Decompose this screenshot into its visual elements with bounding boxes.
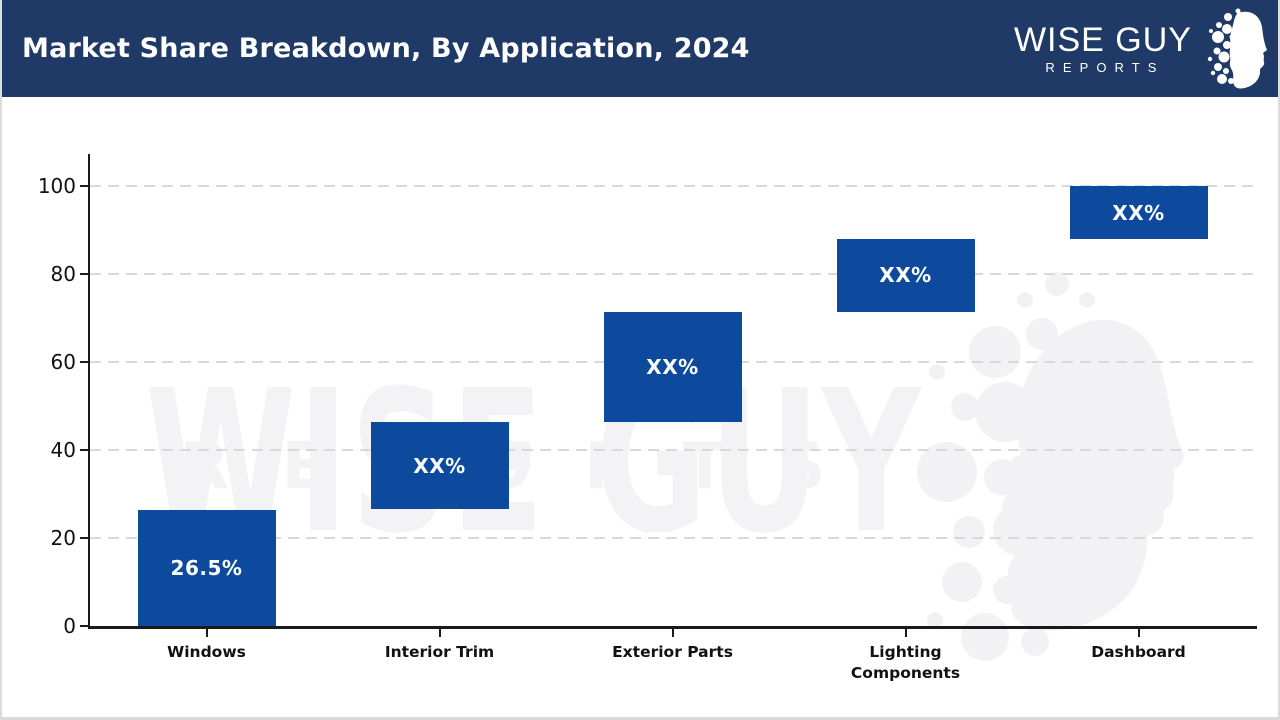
x-tick-label-0: Windows <box>167 643 246 661</box>
x-tick-label-2: Exterior Parts <box>612 643 733 661</box>
gridline-100 <box>90 185 1255 188</box>
bar-windows: 26.5% <box>137 509 276 626</box>
y-tick-mark-60 <box>80 361 88 364</box>
bar-lighting-components: XX% <box>836 239 975 312</box>
y-tick-label-60: 60 <box>50 350 76 375</box>
bar-value-label: XX% <box>879 263 932 288</box>
y-tick-label-80: 80 <box>50 262 76 287</box>
bar-exterior-parts: XX% <box>603 311 742 422</box>
brand-logo-text: WISE GUY REPORTS <box>1014 23 1192 74</box>
x-tick-label-3: Lighting Components <box>850 643 961 682</box>
x-tick-mark-4 <box>1137 629 1140 637</box>
y-tick-label-40: 40 <box>50 438 76 463</box>
x-tick-mark-0 <box>205 629 208 637</box>
x-tick-mark-3 <box>904 629 907 637</box>
y-tick-label-0: 0 <box>63 614 76 638</box>
brand-name: WISE GUY <box>1013 21 1192 59</box>
chart-area: WISE GUY REPORTS 0 20 40 60 80 100 26.5% Window… <box>2 97 1278 717</box>
header-bar: Market Share Breakdown, By Application, … <box>2 0 1278 97</box>
brand-face-icon <box>1207 8 1267 89</box>
y-tick-mark-40 <box>80 449 88 452</box>
watermark-face-icon <box>917 272 1184 661</box>
y-tick-mark-100 <box>80 185 88 188</box>
y-tick-mark-0 <box>80 625 88 627</box>
x-tick-label-4: Dashboard <box>1091 643 1186 661</box>
bar-interior-trim: XX% <box>370 421 509 510</box>
x-tick-mark-2 <box>671 629 674 637</box>
gridline-20 <box>90 537 1255 540</box>
x-axis-line <box>88 626 1257 629</box>
y-tick-label-20: 20 <box>50 526 76 551</box>
plot-area: 0 20 40 60 80 100 26.5% Windows XX% Interior Trim… <box>38 154 1257 682</box>
y-tick-mark-80 <box>80 273 88 276</box>
x-tick-label-1: Interior Trim <box>384 643 495 661</box>
y-axis-line <box>88 154 90 628</box>
gridline-40 <box>90 449 1255 452</box>
bar-dashboard: XX% <box>1069 186 1208 240</box>
bar-value-label: 26.5% <box>170 555 243 580</box>
page-title: Market Share Breakdown, By Application, … <box>22 33 750 64</box>
y-tick-label-100: 100 <box>37 174 76 199</box>
y-tick-mark-20 <box>80 537 88 540</box>
gridline-80 <box>90 273 1255 276</box>
bar-value-label: XX% <box>413 453 466 478</box>
brand-logo: WISE GUY REPORTS <box>1014 7 1268 91</box>
bar-value-label: XX% <box>1112 200 1165 225</box>
brand-subtitle: REPORTS <box>1045 60 1165 75</box>
bar-value-label: XX% <box>646 354 699 379</box>
x-tick-mark-1 <box>438 629 441 637</box>
